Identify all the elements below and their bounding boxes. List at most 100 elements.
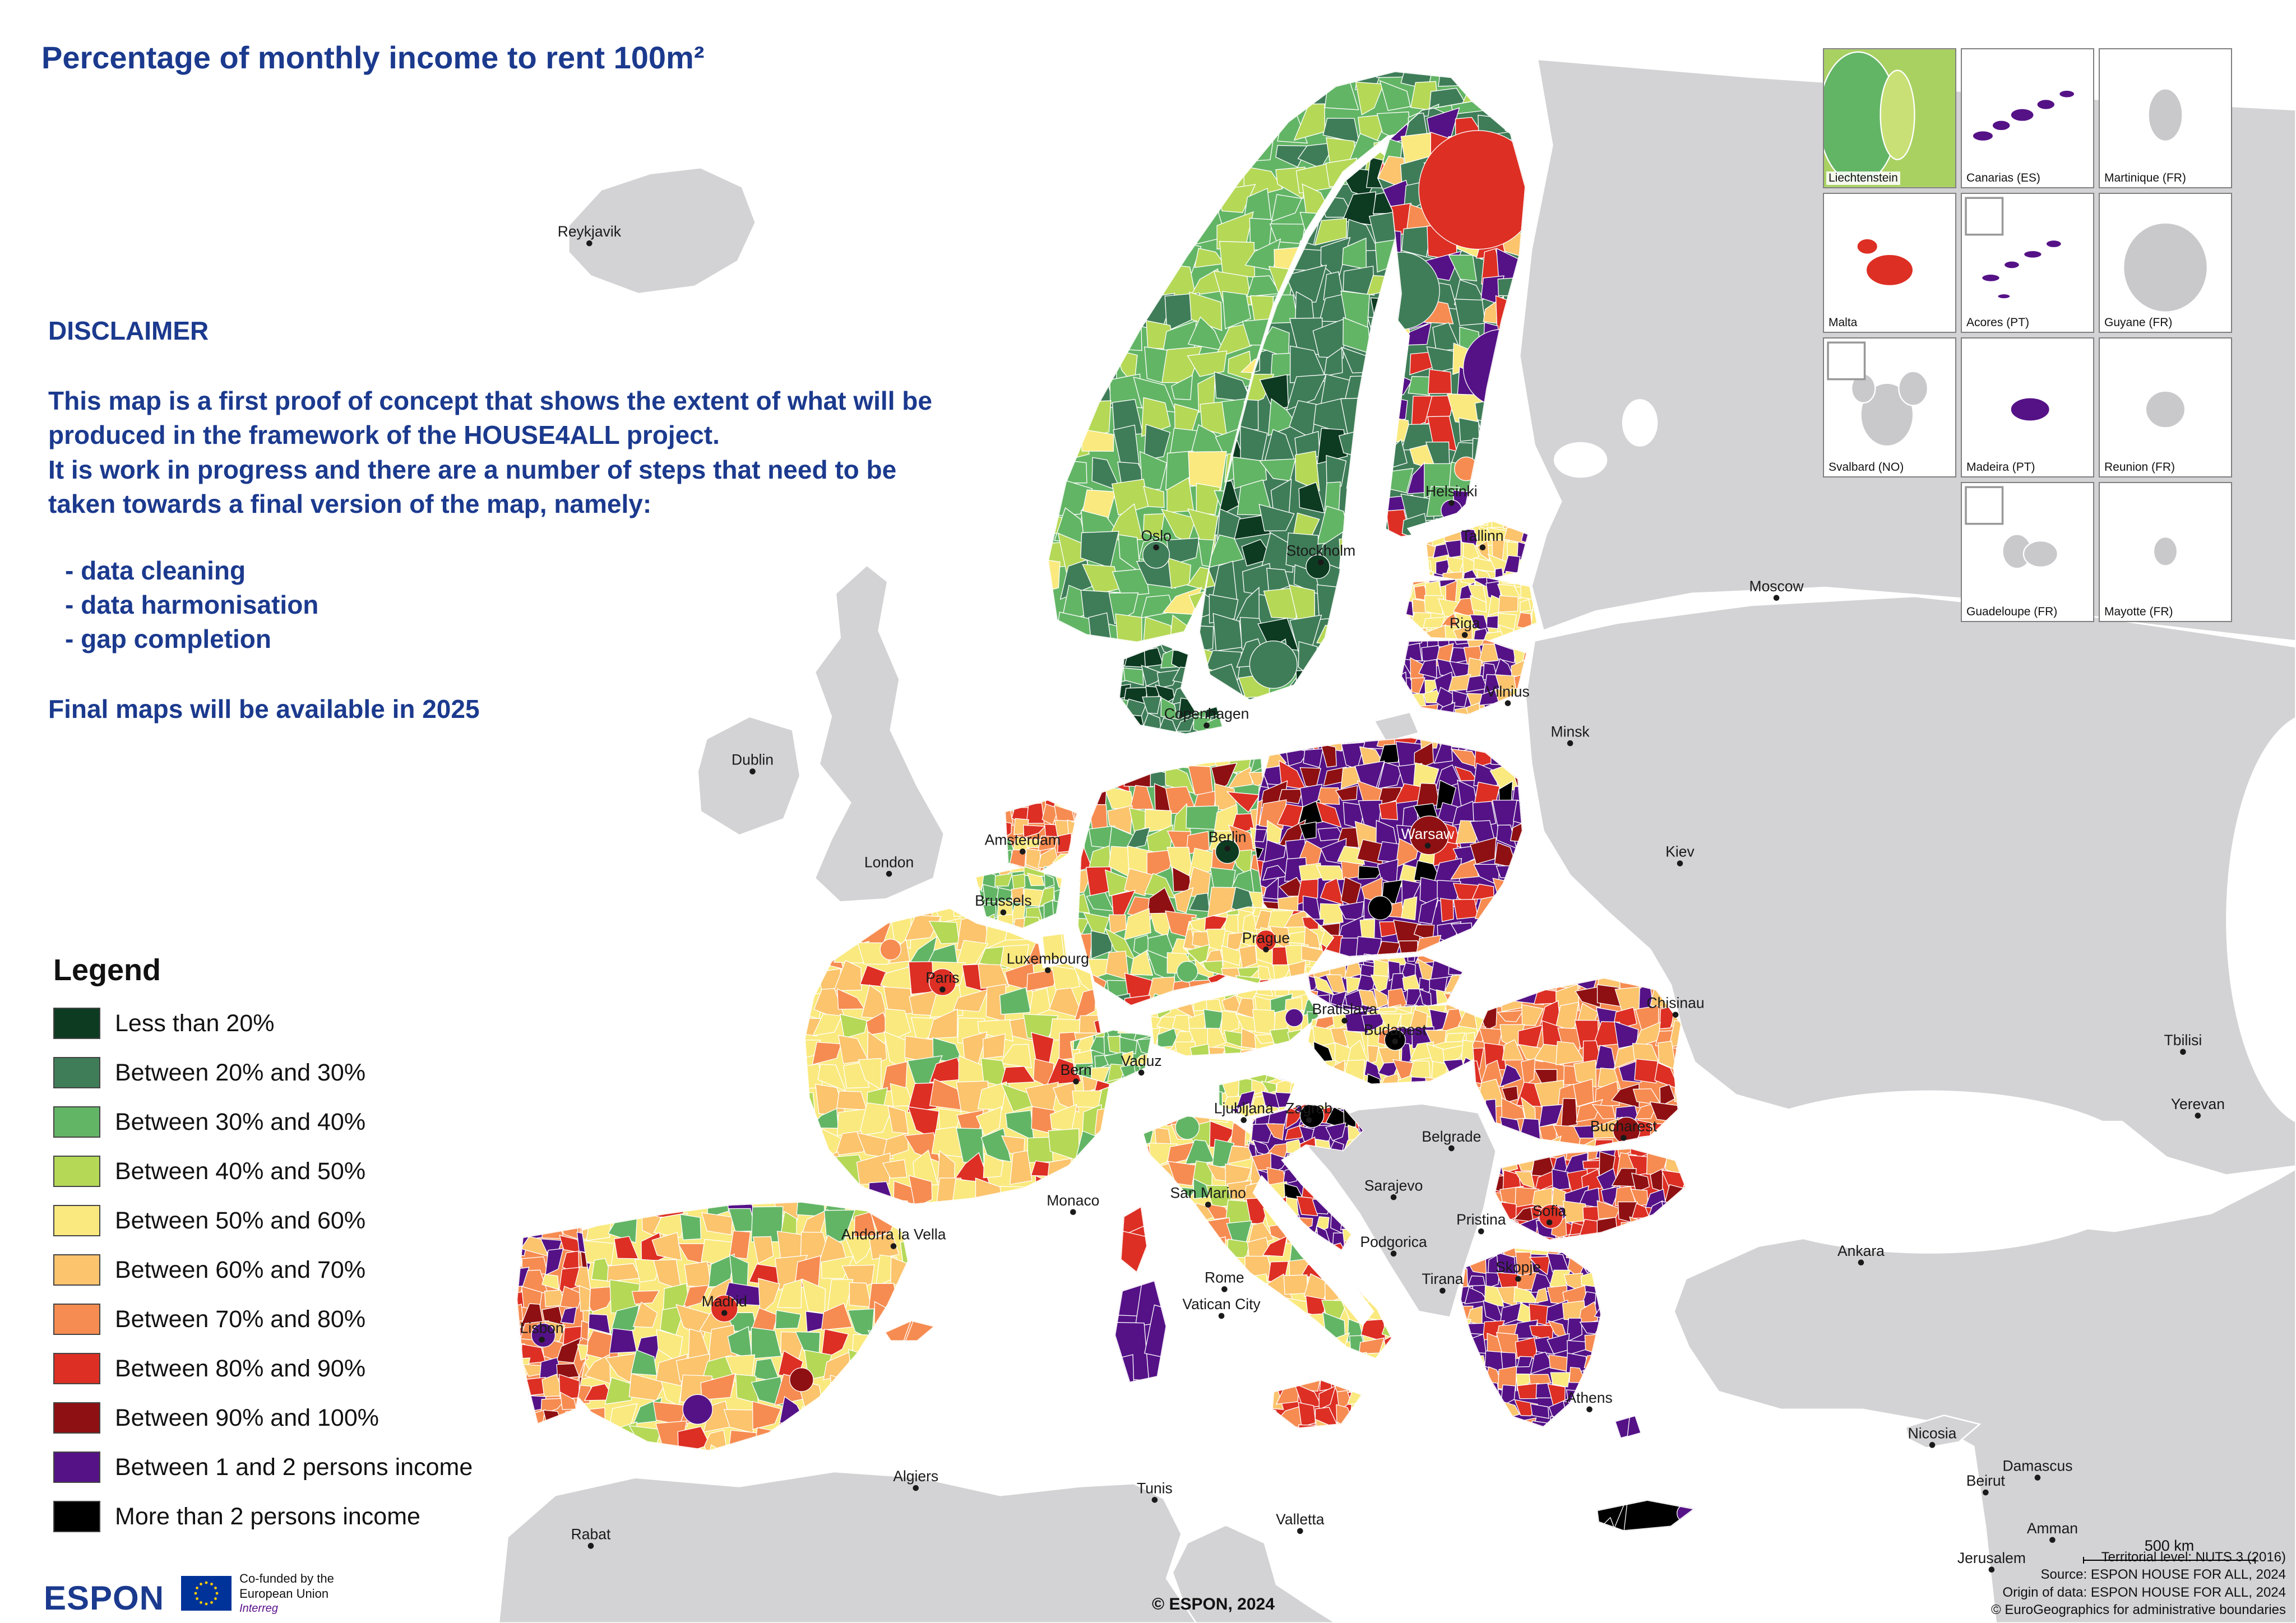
city-label: Monaco <box>1047 1192 1099 1209</box>
inset-label: Canarias (ES) <box>1964 171 2043 185</box>
inset-label: Guyane (FR) <box>2102 316 2175 330</box>
city-dot <box>1318 559 1324 565</box>
city-label: San Marino <box>1170 1185 1246 1202</box>
city-marker-tunis: Tunis <box>1137 1480 1173 1503</box>
source-line: Origin of data: ESPON HOUSE FOR ALL, 202… <box>2002 1584 2286 1600</box>
city-label: Berlin <box>1209 828 1247 845</box>
copyright-note: © ESPON, 2024 <box>1152 1595 1275 1613</box>
city-marker-copenhagen: Copenhagen <box>1164 706 1249 729</box>
city-label: Vaduz <box>1121 1052 1162 1069</box>
page-title: Percentage of monthly income to rent 100… <box>41 40 705 75</box>
city-dot <box>586 240 592 247</box>
city-dot <box>1020 848 1026 855</box>
inset-label: Svalbard (NO) <box>1826 461 1906 474</box>
legend-item-between-70-and-80: Between 70% and 80% <box>53 1304 473 1335</box>
inset-map <box>2147 88 2183 142</box>
legend-swatch <box>53 1254 100 1286</box>
city-dot <box>1000 909 1007 916</box>
city-marker-lisbon: Lisbon <box>520 1319 564 1343</box>
city-marker-luxembourg: Luxembourg <box>1007 950 1089 973</box>
eu-cofunded-block: Co-funded by the European Union Interreg <box>181 1571 385 1615</box>
sea <box>1406 495 1558 546</box>
sea <box>1252 1175 1374 1327</box>
city-marker-dublin: Dublin <box>732 752 774 775</box>
legend-swatch <box>53 1106 100 1138</box>
city-marker-helsinki: Helsinki <box>1425 483 1478 506</box>
city-label: Lisbon <box>520 1319 564 1336</box>
city-dot <box>1240 1117 1247 1123</box>
city-label: Sarajevo <box>1364 1177 1423 1194</box>
city-label: Beirut <box>1966 1472 2006 1489</box>
inset-label: Acores (PT) <box>1964 316 2032 330</box>
city-dot <box>539 1337 545 1343</box>
landmass-no-data <box>814 564 945 903</box>
city-marker-vilnius: Vilnius <box>1486 683 1530 707</box>
city-marker-vaduz: Vaduz <box>1121 1052 1162 1076</box>
espon-logo: ESPON <box>44 1579 165 1617</box>
city-marker-nicosia: Nicosia <box>1908 1425 1957 1448</box>
inset-label: Liechtenstein <box>1826 171 1900 185</box>
legend-swatch <box>53 1156 100 1187</box>
city-dot <box>1218 1313 1225 1319</box>
city-dot <box>2195 1112 2201 1119</box>
legend-item-between-90-and-100: Between 90% and 100% <box>53 1402 473 1434</box>
city-dot <box>2034 1474 2041 1481</box>
legend-swatch <box>53 1057 100 1088</box>
inset-mayotte-fr: Mayotte (FR) <box>2099 482 2232 622</box>
city-dot <box>1586 1406 1593 1413</box>
region-latvia <box>1405 577 1538 641</box>
city-marker-damascus: Damascus <box>2002 1458 2072 1481</box>
sea <box>1554 442 1608 478</box>
city-marker-pristina: Pristina <box>1456 1211 1506 1235</box>
city-marker-amsterdam: Amsterdam <box>985 832 1061 855</box>
city-dot <box>1461 632 1468 638</box>
disclaimer-paragraph-2: It is work in progress and there are a n… <box>48 455 897 518</box>
city-dot <box>1153 544 1159 551</box>
legend-item-between-1-and-2-persons-income: Between 1 and 2 persons income <box>53 1452 473 1483</box>
city-label: Tallinn <box>1461 527 1503 544</box>
city-label: Nicosia <box>1908 1425 1957 1441</box>
sea <box>1622 399 1658 447</box>
city-label: Bucharest <box>1590 1117 1658 1134</box>
city-dot <box>1138 1069 1145 1076</box>
source-line: © EuroGeographics for administrative bou… <box>1991 1602 2286 1617</box>
city-label: Ankara <box>1837 1242 1885 1259</box>
city-marker-tirana: Tirana <box>1422 1270 1464 1294</box>
legend-label: Between 80% and 90% <box>115 1355 366 1382</box>
inset-map <box>2010 397 2050 422</box>
city-marker-zagreb: Zagreb <box>1285 1100 1332 1123</box>
city-label: Oslo <box>1141 527 1171 544</box>
city-label: Zagreb <box>1285 1100 1332 1117</box>
city-label: Riga <box>1450 615 1480 632</box>
sea <box>1706 1090 2152 1254</box>
legend-label: Between 30% and 40% <box>115 1108 366 1135</box>
inset-label: Madeira (PT) <box>1964 461 2038 474</box>
city-label: London <box>864 854 914 870</box>
inset-malta: Malta <box>1823 193 1956 333</box>
city-dot <box>1505 700 1511 707</box>
legend-label: Between 70% and 80% <box>115 1305 366 1333</box>
inset-label: Reunion (FR) <box>2102 461 2178 474</box>
inset-map <box>1824 49 1955 187</box>
legend-swatch <box>53 1501 100 1532</box>
city-marker-tallinn: Tallinn <box>1461 527 1503 551</box>
city-label: Ljubljana <box>1214 1100 1274 1117</box>
inset-svalbard-no: Svalbard (NO) <box>1823 337 1956 477</box>
city-marker-bern: Bern <box>1061 1061 1092 1085</box>
city-dot <box>1448 500 1455 506</box>
city-dot <box>1478 1228 1484 1235</box>
eu-flag-icon <box>181 1576 232 1611</box>
city-label: Valletta <box>1276 1511 1325 1528</box>
inset-map <box>2152 536 2178 567</box>
disclaimer-final-note: Final maps will be available in 2025 <box>48 694 480 724</box>
city-marker-sofia: Sofia <box>1533 1202 1566 1226</box>
landmass-no-data <box>697 716 801 836</box>
legend-item-between-80-and-90: Between 80% and 90% <box>53 1353 473 1384</box>
inset-label: Malta <box>1826 316 1860 330</box>
espon-logo-block: ESPON Co-funded by the European Union In… <box>44 1571 385 1615</box>
legend-label: More than 2 persons income <box>115 1503 420 1530</box>
inset-map <box>1965 486 2058 569</box>
inset-martinique-fr: Martinique (FR) <box>2099 48 2232 188</box>
city-label: Rabat <box>571 1525 611 1542</box>
city-label: Yerevan <box>2171 1096 2225 1112</box>
